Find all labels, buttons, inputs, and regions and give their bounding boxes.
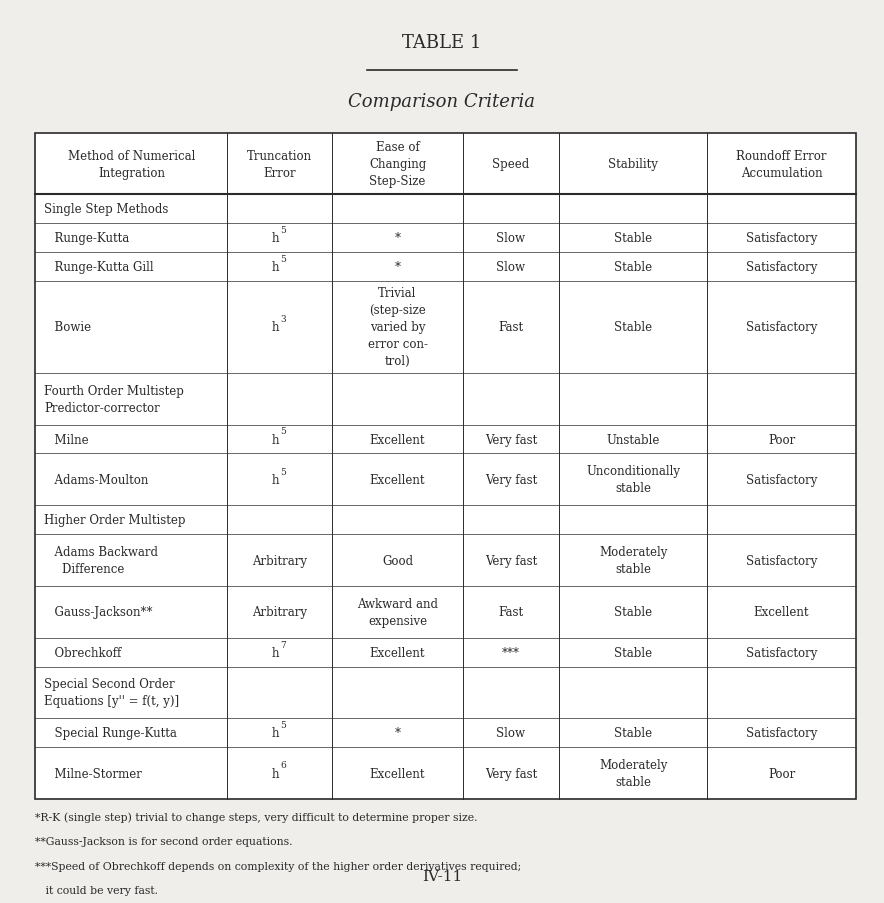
Text: Special Runge-Kutta: Special Runge-Kutta [47, 727, 177, 740]
Text: it could be very fast.: it could be very fast. [35, 885, 158, 895]
Text: **Gauss-Jackson is for second order equations.: **Gauss-Jackson is for second order equa… [35, 836, 293, 846]
Text: IV-11: IV-11 [422, 869, 462, 883]
Text: Excellent: Excellent [370, 646, 425, 659]
Text: 5: 5 [280, 427, 286, 436]
Text: Stable: Stable [614, 606, 652, 619]
Text: Fast: Fast [499, 321, 523, 334]
Text: Slow: Slow [497, 232, 525, 245]
Text: Comparison Criteria: Comparison Criteria [348, 93, 536, 111]
Text: Truncation
Error: Truncation Error [248, 149, 312, 180]
Text: Special Second Order
Equations [y'' = f(t, y)]: Special Second Order Equations [y'' = f(… [44, 678, 179, 708]
Text: Very fast: Very fast [484, 767, 537, 780]
Text: Satisfactory: Satisfactory [746, 232, 817, 245]
Text: Satisfactory: Satisfactory [746, 727, 817, 740]
Text: TABLE 1: TABLE 1 [402, 34, 482, 52]
Text: 5: 5 [280, 467, 286, 476]
Text: Fourth Order Multistep
Predictor-corrector: Fourth Order Multistep Predictor-correct… [44, 385, 184, 414]
Text: Satisfactory: Satisfactory [746, 646, 817, 659]
Text: Unconditionally
stable: Unconditionally stable [586, 465, 680, 495]
Text: Speed: Speed [492, 158, 530, 171]
Text: Arbitrary: Arbitrary [252, 554, 308, 567]
Text: *: * [394, 232, 400, 245]
Text: Runge-Kutta Gill: Runge-Kutta Gill [47, 260, 154, 274]
Text: ***Speed of Obrechkoff depends on complexity of the higher order derivatives req: ***Speed of Obrechkoff depends on comple… [35, 861, 522, 870]
Text: Satisfactory: Satisfactory [746, 260, 817, 274]
Text: Bowie: Bowie [47, 321, 91, 334]
Text: Awkward and
expensive: Awkward and expensive [357, 597, 438, 628]
Text: Moderately
stable: Moderately stable [599, 545, 667, 575]
Text: h: h [271, 727, 278, 740]
Text: Excellent: Excellent [754, 606, 809, 619]
Text: Higher Order Multistep: Higher Order Multistep [44, 514, 186, 526]
Text: Very fast: Very fast [484, 433, 537, 446]
Text: 5: 5 [280, 721, 286, 730]
Text: h: h [271, 232, 278, 245]
Text: Fast: Fast [499, 606, 523, 619]
Text: 7: 7 [280, 640, 286, 649]
Text: Stable: Stable [614, 646, 652, 659]
Text: Stable: Stable [614, 260, 652, 274]
Text: Satisfactory: Satisfactory [746, 473, 817, 487]
Text: 6: 6 [280, 760, 286, 769]
Text: Poor: Poor [768, 433, 795, 446]
Text: Satisfactory: Satisfactory [746, 321, 817, 334]
Text: Poor: Poor [768, 767, 795, 780]
Text: 5: 5 [280, 226, 286, 235]
Text: h: h [271, 433, 278, 446]
Text: *: * [394, 727, 400, 740]
Text: Excellent: Excellent [370, 473, 425, 487]
Text: 5: 5 [280, 255, 286, 264]
Text: *R-K (single step) trivial to change steps, very difficult to determine proper s: *R-K (single step) trivial to change ste… [35, 812, 478, 823]
Text: Ease of
Changing
Step-Size: Ease of Changing Step-Size [369, 141, 426, 188]
Text: Stable: Stable [614, 321, 652, 334]
Text: h: h [271, 767, 278, 780]
Text: *: * [394, 260, 400, 274]
Text: h: h [271, 321, 278, 334]
Text: Excellent: Excellent [370, 767, 425, 780]
Text: Slow: Slow [497, 727, 525, 740]
Text: Satisfactory: Satisfactory [746, 554, 817, 567]
Text: Single Step Methods: Single Step Methods [44, 203, 169, 216]
Text: Stable: Stable [614, 727, 652, 740]
Text: Milne: Milne [47, 433, 88, 446]
Text: Trivial
(step-size
varied by
error con-
trol): Trivial (step-size varied by error con- … [368, 287, 428, 368]
Text: h: h [271, 646, 278, 659]
Text: h: h [271, 260, 278, 274]
Text: Runge-Kutta: Runge-Kutta [47, 232, 129, 245]
Text: Stable: Stable [614, 232, 652, 245]
Text: Excellent: Excellent [370, 433, 425, 446]
Text: Stability: Stability [608, 158, 658, 171]
Text: ***: *** [502, 646, 520, 659]
Text: Adams Backward
    Difference: Adams Backward Difference [47, 545, 158, 575]
Text: Arbitrary: Arbitrary [252, 606, 308, 619]
Text: 3: 3 [280, 315, 286, 324]
Text: Slow: Slow [497, 260, 525, 274]
Text: Very fast: Very fast [484, 554, 537, 567]
Text: Gauss-Jackson**: Gauss-Jackson** [47, 606, 152, 619]
Text: Very fast: Very fast [484, 473, 537, 487]
Bar [35, 134, 856, 799]
Text: Obrechkoff: Obrechkoff [47, 646, 121, 659]
Text: Roundoff Error
Accumulation: Roundoff Error Accumulation [736, 149, 827, 180]
Text: Method of Numerical
Integration: Method of Numerical Integration [68, 149, 195, 180]
Text: h: h [271, 473, 278, 487]
Text: Milne-Stormer: Milne-Stormer [47, 767, 141, 780]
Text: Unstable: Unstable [606, 433, 659, 446]
Text: Moderately
stable: Moderately stable [599, 759, 667, 788]
Text: Adams-Moulton: Adams-Moulton [47, 473, 149, 487]
Text: Good: Good [382, 554, 413, 567]
